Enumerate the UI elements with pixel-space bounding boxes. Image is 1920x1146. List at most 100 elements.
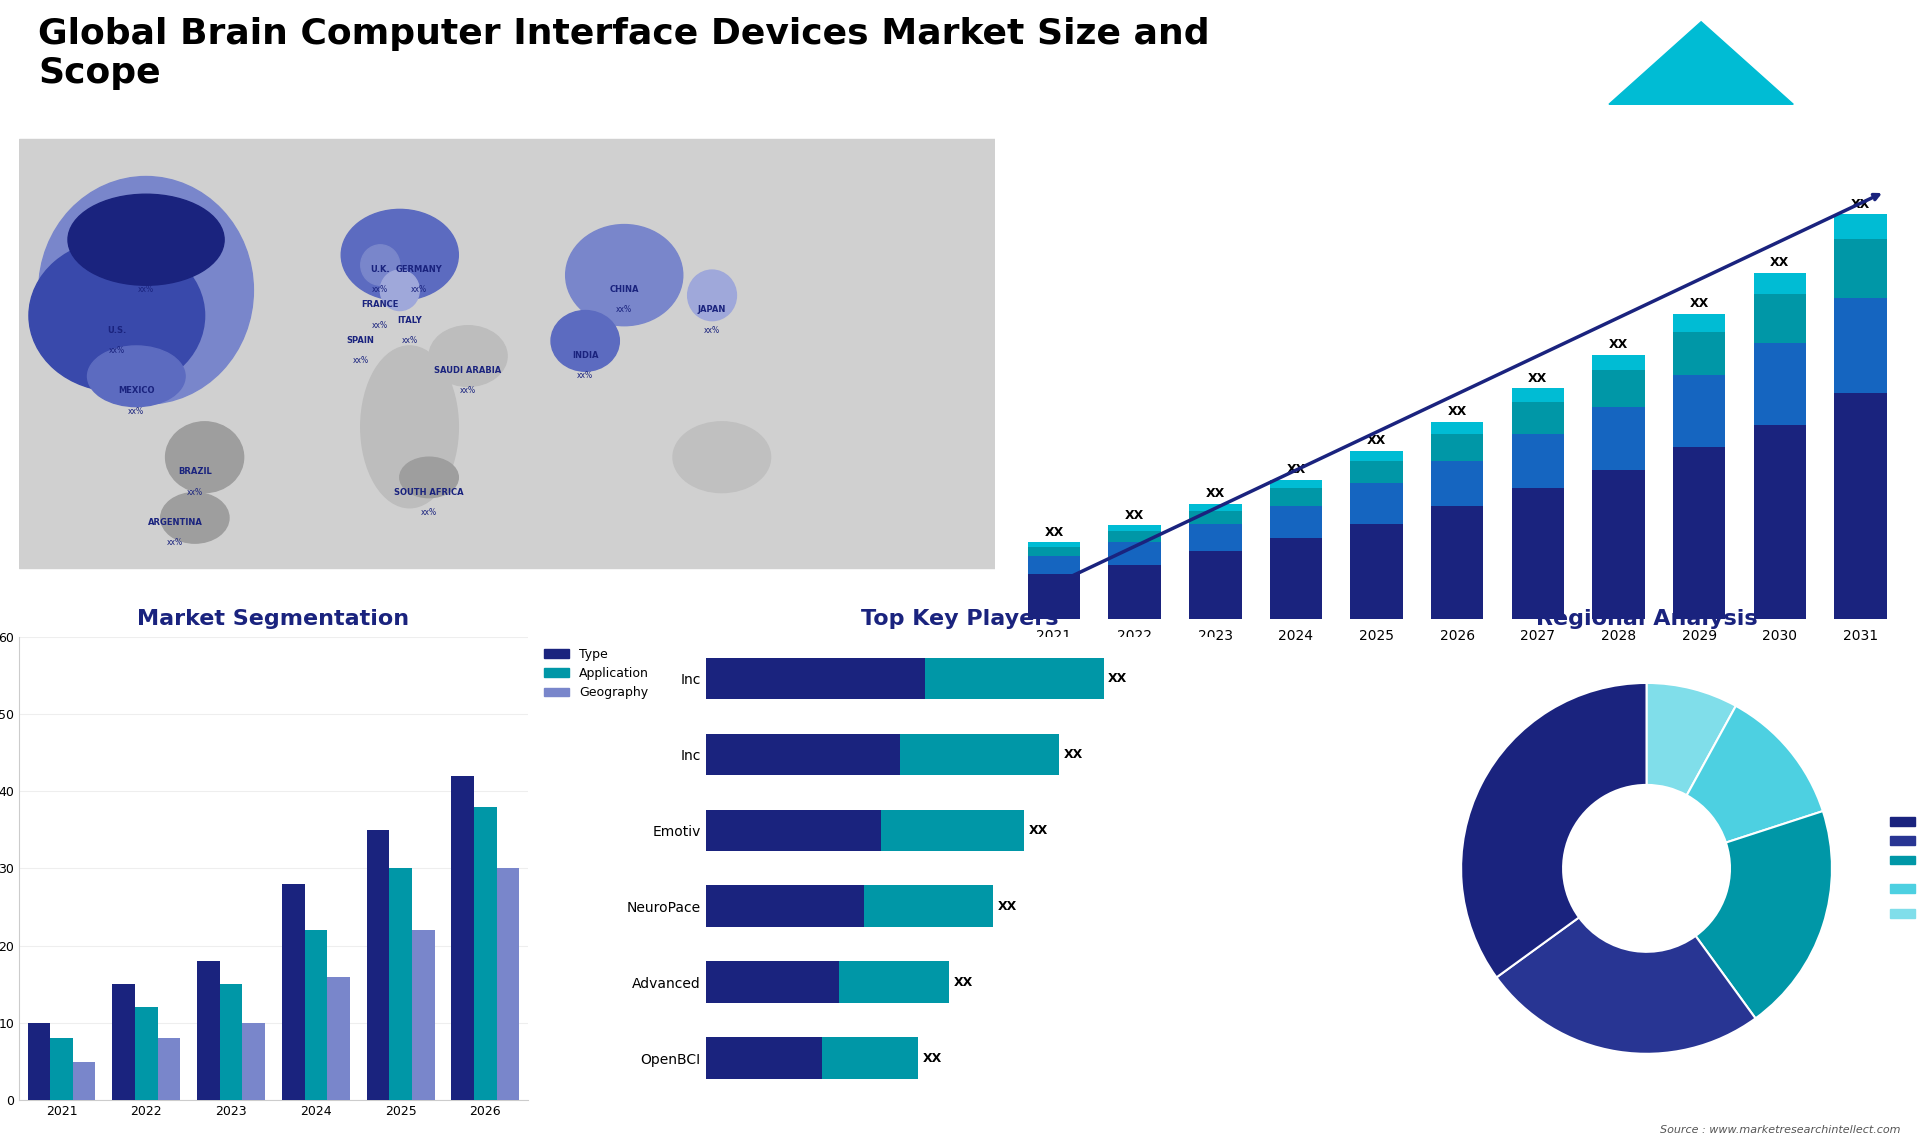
Text: XX: XX <box>998 900 1018 913</box>
Text: FRANCE: FRANCE <box>361 300 399 309</box>
Bar <box>707 886 864 927</box>
Legend: North America, Europe, Asia Pacific, Middle East &
Africa, Latin America: North America, Europe, Asia Pacific, Mid… <box>1885 811 1920 926</box>
Bar <box>1672 314 1726 332</box>
Text: XX: XX <box>1367 434 1386 447</box>
Bar <box>707 961 839 1003</box>
Bar <box>1269 537 1323 619</box>
Text: xx%: xx% <box>401 336 417 345</box>
Bar <box>1672 332 1726 375</box>
Bar <box>925 658 1104 699</box>
Bar <box>1108 542 1162 565</box>
Bar <box>1108 526 1162 531</box>
Text: SOUTH AFRICA: SOUTH AFRICA <box>394 487 465 496</box>
Ellipse shape <box>380 270 419 311</box>
Bar <box>1027 542 1081 547</box>
Bar <box>1511 402 1565 433</box>
Bar <box>707 809 881 851</box>
Bar <box>242 1023 265 1100</box>
Bar <box>134 1007 157 1100</box>
Bar <box>1430 433 1484 461</box>
Ellipse shape <box>674 422 770 493</box>
Text: XX: XX <box>1286 463 1306 477</box>
Ellipse shape <box>342 210 459 300</box>
Bar <box>1350 484 1404 524</box>
Text: xx%: xx% <box>461 386 476 395</box>
Ellipse shape <box>361 245 399 285</box>
Ellipse shape <box>38 176 253 405</box>
Bar <box>1430 507 1484 619</box>
Text: xx%: xx% <box>372 285 388 295</box>
Wedge shape <box>1695 811 1832 1019</box>
Text: xx%: xx% <box>186 487 204 496</box>
Text: XX: XX <box>954 975 973 989</box>
Bar <box>1753 273 1807 293</box>
Ellipse shape <box>67 194 225 285</box>
Text: XX: XX <box>1064 748 1083 761</box>
Text: Source : www.marketresearchintellect.com: Source : www.marketresearchintellect.com <box>1661 1124 1901 1135</box>
Text: XX: XX <box>1044 526 1064 539</box>
Text: CHINA: CHINA <box>609 285 639 295</box>
Bar <box>282 884 305 1100</box>
Ellipse shape <box>687 270 737 321</box>
Ellipse shape <box>165 422 244 493</box>
Text: xx%: xx% <box>167 539 184 547</box>
Bar <box>1188 551 1242 619</box>
Bar <box>390 869 413 1100</box>
Bar <box>900 733 1060 776</box>
Bar <box>219 984 242 1100</box>
Text: U.S.: U.S. <box>108 325 127 335</box>
Ellipse shape <box>29 240 205 392</box>
Text: xx%: xx% <box>129 407 144 416</box>
Text: XX: XX <box>1108 672 1127 685</box>
Bar <box>1672 375 1726 447</box>
Bar <box>1108 565 1162 619</box>
Text: GERMANY: GERMANY <box>396 265 444 274</box>
Text: U.K.: U.K. <box>371 265 390 274</box>
Bar <box>1027 574 1081 619</box>
Text: xx%: xx% <box>578 371 593 380</box>
Text: xx%: xx% <box>705 325 720 335</box>
Title: Top Key Players: Top Key Players <box>862 610 1058 629</box>
Text: INDIA: INDIA <box>572 351 599 360</box>
Text: xx%: xx% <box>109 346 125 355</box>
Ellipse shape <box>361 346 459 508</box>
Bar <box>1188 524 1242 551</box>
Text: XX: XX <box>1448 406 1467 418</box>
Text: XX: XX <box>1029 824 1048 837</box>
Text: xx%: xx% <box>411 285 428 295</box>
Bar <box>881 809 1023 851</box>
Ellipse shape <box>399 457 459 497</box>
Circle shape <box>1563 785 1730 952</box>
Bar <box>73 1061 96 1100</box>
Bar <box>1027 547 1081 556</box>
Bar <box>707 658 925 699</box>
Ellipse shape <box>88 346 184 407</box>
Bar <box>474 807 497 1100</box>
Text: xx%: xx% <box>353 356 369 366</box>
Ellipse shape <box>551 311 620 371</box>
Bar <box>1834 393 1887 619</box>
Bar <box>1188 504 1242 510</box>
Text: CANADA: CANADA <box>127 265 165 274</box>
Bar <box>1592 407 1645 470</box>
Wedge shape <box>1647 683 1736 795</box>
Bar <box>1592 354 1645 370</box>
Bar <box>1269 507 1323 537</box>
Bar <box>1834 298 1887 393</box>
Bar <box>839 961 948 1003</box>
Bar <box>1753 425 1807 619</box>
Bar <box>113 984 134 1100</box>
Wedge shape <box>1496 918 1755 1054</box>
Wedge shape <box>1461 683 1647 978</box>
Ellipse shape <box>497 189 712 392</box>
Ellipse shape <box>428 325 507 386</box>
Ellipse shape <box>566 225 684 325</box>
Bar <box>864 886 993 927</box>
Bar <box>1511 388 1565 402</box>
Bar <box>1430 422 1484 433</box>
Text: BRAZIL: BRAZIL <box>179 468 211 477</box>
Bar <box>1753 293 1807 344</box>
Text: JAPAN: JAPAN <box>697 306 726 314</box>
Title: Regional Analysis: Regional Analysis <box>1536 610 1757 629</box>
Text: Global Brain Computer Interface Devices Market Size and
Scope: Global Brain Computer Interface Devices … <box>38 17 1210 91</box>
